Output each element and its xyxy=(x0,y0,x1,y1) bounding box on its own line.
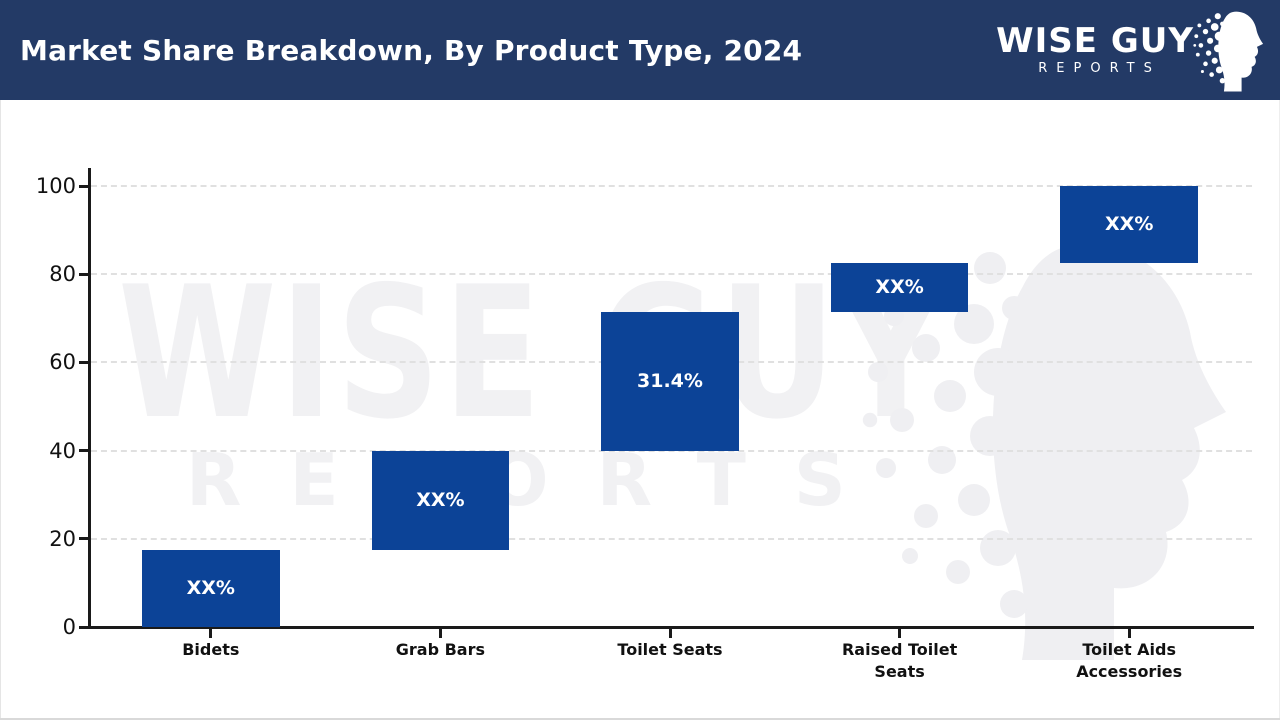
category-label-toilet-seats: Toilet Seats xyxy=(617,640,723,659)
y-tick-label: 100 xyxy=(35,174,76,198)
bar-value-label: 31.4% xyxy=(637,370,703,393)
x-axis xyxy=(88,626,1254,629)
category-label-raised-toilet-seats: Raised Toilet Seats xyxy=(841,640,958,681)
category-label-bidets: Bidets xyxy=(182,640,240,659)
bar-value-label: XX% xyxy=(416,489,465,512)
y-tick-label: 20 xyxy=(49,526,76,551)
y-tick-mark xyxy=(79,272,89,276)
category-label-grab-bars: Grab Bars xyxy=(395,640,486,659)
gridline-20 xyxy=(91,537,1252,540)
gridline-40 xyxy=(91,449,1252,452)
brand-logo-text: WISE GUY REPORTS xyxy=(996,24,1194,76)
y-tick-mark xyxy=(79,625,89,629)
bar-value-label: XX% xyxy=(1105,213,1154,236)
bar-toilet-aids-accessories: XX% xyxy=(1060,186,1199,263)
chart-title: Market Share Breakdown, By Product Type,… xyxy=(20,33,803,67)
x-tick-mark xyxy=(209,629,213,638)
bar-bidets: XX% xyxy=(141,549,280,627)
brand-name: WISE GUY xyxy=(996,21,1194,61)
x-tick-mark xyxy=(438,629,442,638)
bar-value-label: XX% xyxy=(875,276,924,299)
x-tick-mark xyxy=(1127,629,1131,638)
brand-subname: REPORTS xyxy=(1038,61,1161,76)
brand-logo: WISE GUY REPORTS xyxy=(996,7,1280,93)
x-tick-mark xyxy=(898,629,902,638)
header-bar: Market Share Breakdown, By Product Type,… xyxy=(0,0,1280,100)
bar-grab-bars: XX% xyxy=(371,450,510,550)
y-tick-mark xyxy=(79,537,89,541)
y-tick-mark xyxy=(79,360,89,364)
y-tick-label: 40 xyxy=(49,438,76,463)
gridline-100 xyxy=(91,185,1252,187)
y-tick-mark xyxy=(79,449,89,453)
bar-value-label: XX% xyxy=(186,577,235,600)
y-tick-label: 80 xyxy=(49,262,76,287)
y-tick-label: 60 xyxy=(49,350,76,375)
y-tick-mark xyxy=(79,184,89,188)
gridline-80 xyxy=(91,273,1252,276)
y-tick-label: 0 xyxy=(62,615,76,639)
category-label-toilet-aids-accessories: Toilet Aids Accessories xyxy=(1076,640,1183,681)
y-axis xyxy=(88,168,91,629)
x-tick-mark xyxy=(668,629,672,638)
bar-raised-toilet-seats: XX% xyxy=(830,262,969,313)
bar-toilet-seats: 31.4% xyxy=(601,312,739,451)
